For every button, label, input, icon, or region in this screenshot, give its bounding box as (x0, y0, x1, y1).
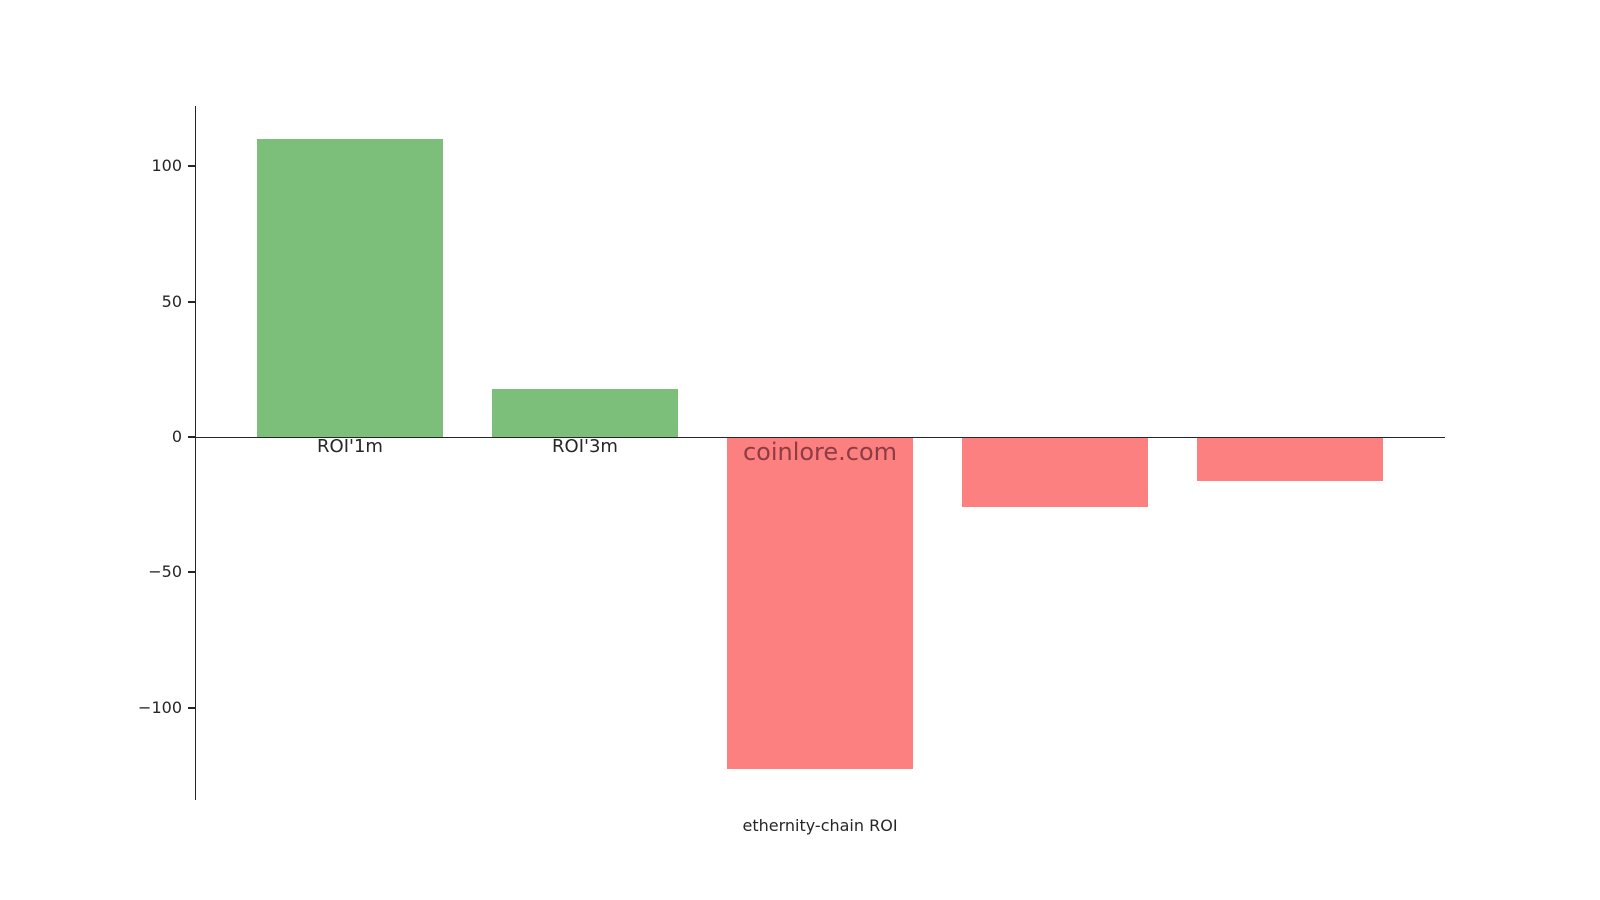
y-tick-label: −100 (138, 697, 182, 717)
x-axis-zero-line (195, 437, 1445, 438)
y-tick-mark (188, 165, 195, 168)
y-tick-label: −50 (148, 562, 182, 582)
bar-roi-1m (257, 138, 443, 437)
x-tick-label-roi-1m: ROI'1m (317, 436, 383, 457)
y-tick-mark (188, 571, 195, 574)
bar-roi-3 (727, 438, 913, 770)
y-tick-label: 100 (151, 156, 182, 176)
bar-roi-4 (962, 438, 1148, 507)
x-tick-label-roi-3m: ROI'3m (552, 436, 618, 457)
bar-roi-3m (492, 388, 678, 437)
y-tick-mark (188, 706, 195, 709)
y-tick-label: 0 (171, 427, 182, 446)
y-tick-mark (188, 436, 195, 438)
bar-roi-5 (1197, 438, 1383, 482)
y-tick-mark (188, 300, 195, 303)
x-axis-title: ethernity-chain ROI (742, 816, 898, 835)
y-axis-line (195, 106, 196, 800)
y-tick-label: 50 (161, 291, 182, 311)
watermark-text: coinlore.com (742, 438, 898, 466)
